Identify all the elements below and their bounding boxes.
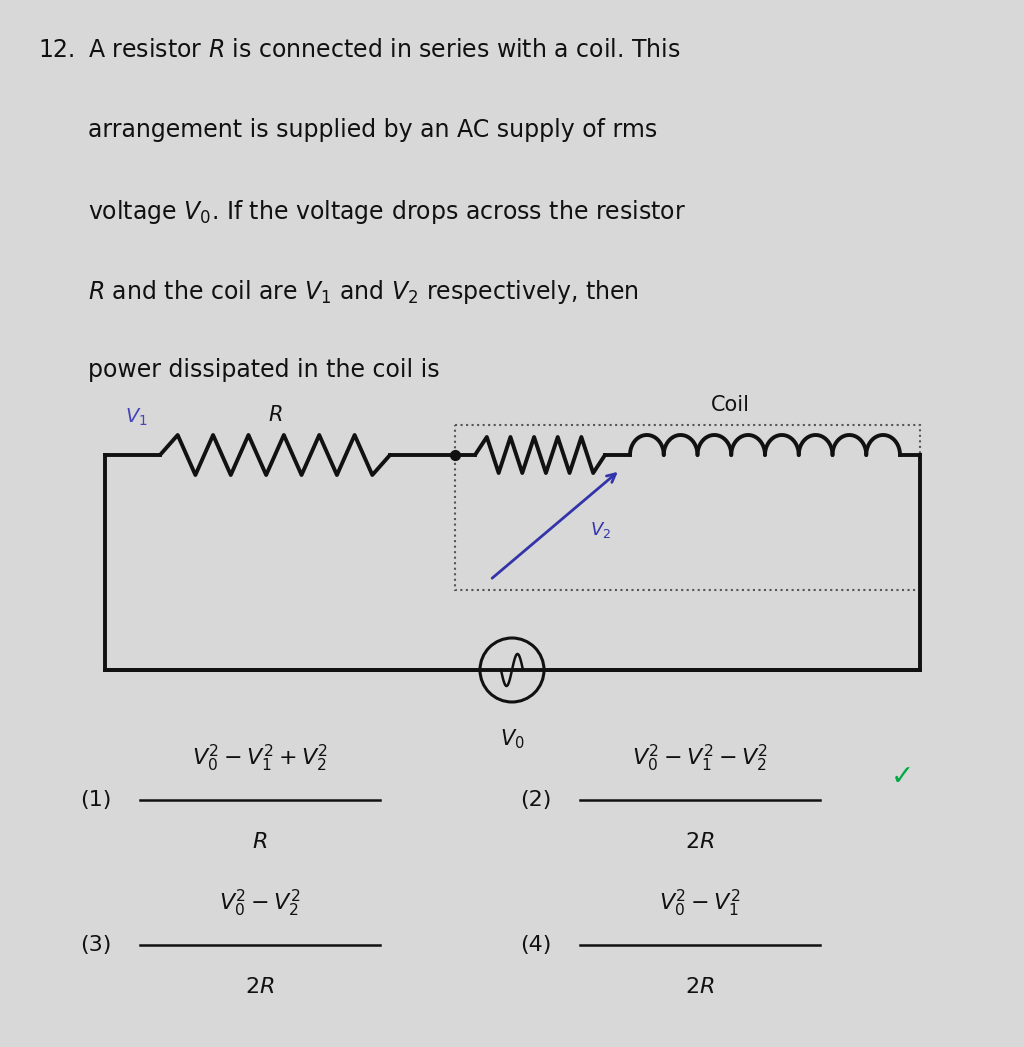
Text: $V_0^2-V_1^2$: $V_0^2-V_1^2$ — [659, 888, 740, 918]
Text: $V_2$: $V_2$ — [590, 520, 611, 540]
Text: A resistor $R$ is connected in series with a coil. This: A resistor $R$ is connected in series wi… — [88, 38, 681, 62]
Text: voltage $V_0$. If the voltage drops across the resistor: voltage $V_0$. If the voltage drops acro… — [88, 198, 686, 226]
Text: (4): (4) — [520, 935, 551, 955]
Text: $V_0^2-V_1^2+V_2^2$: $V_0^2-V_1^2+V_2^2$ — [191, 742, 328, 774]
Text: (1): (1) — [80, 790, 112, 810]
Text: $R$: $R$ — [267, 405, 283, 425]
Text: $2R$: $2R$ — [245, 977, 274, 997]
Text: (3): (3) — [80, 935, 112, 955]
Text: $R$ and the coil are $V_1$ and $V_2$ respectively, then: $R$ and the coil are $V_1$ and $V_2$ res… — [88, 279, 639, 306]
Text: power dissipated in the coil is: power dissipated in the coil is — [88, 358, 439, 382]
Text: $V_0^2-V_1^2-V_2^2$: $V_0^2-V_1^2-V_2^2$ — [632, 742, 768, 774]
Text: $V_1$: $V_1$ — [125, 406, 147, 428]
Text: $2R$: $2R$ — [685, 977, 715, 997]
Text: 12.: 12. — [38, 38, 75, 62]
Text: arrangement is supplied by an AC supply of rms: arrangement is supplied by an AC supply … — [88, 118, 657, 142]
Text: $\checkmark$: $\checkmark$ — [890, 761, 910, 789]
Text: $R$: $R$ — [252, 832, 267, 852]
Text: $2R$: $2R$ — [685, 832, 715, 852]
Text: $V_0$: $V_0$ — [500, 727, 524, 751]
Text: (2): (2) — [520, 790, 551, 810]
Text: Coil: Coil — [711, 395, 750, 415]
Bar — [455, 425, 920, 591]
Text: $V_0^2-V_2^2$: $V_0^2-V_2^2$ — [219, 888, 301, 918]
